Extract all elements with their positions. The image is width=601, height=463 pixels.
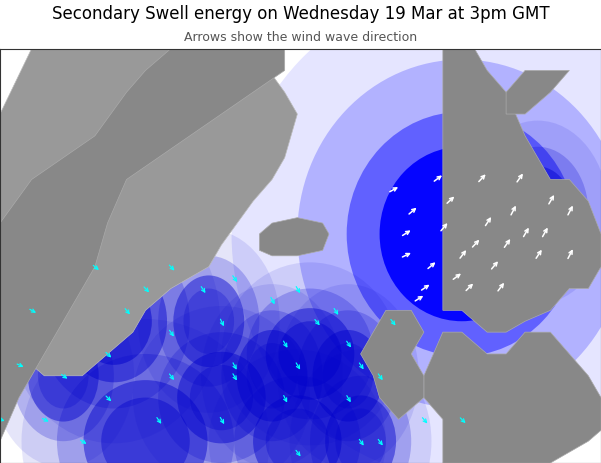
Ellipse shape [290, 350, 432, 463]
Ellipse shape [61, 260, 167, 382]
Ellipse shape [247, 343, 297, 408]
Ellipse shape [297, 60, 601, 408]
Ellipse shape [247, 288, 373, 419]
Ellipse shape [221, 310, 323, 441]
Ellipse shape [253, 395, 341, 463]
Ellipse shape [266, 308, 354, 400]
Ellipse shape [487, 147, 588, 278]
Ellipse shape [310, 376, 411, 463]
Text: Arrows show the wind wave direction: Arrows show the wind wave direction [184, 31, 417, 44]
Ellipse shape [335, 408, 386, 463]
Polygon shape [0, 49, 285, 463]
Ellipse shape [101, 398, 190, 463]
Ellipse shape [297, 310, 398, 441]
Ellipse shape [173, 275, 244, 367]
Ellipse shape [28, 330, 99, 421]
Ellipse shape [8, 199, 220, 444]
Ellipse shape [209, 350, 386, 463]
Polygon shape [361, 310, 424, 419]
Ellipse shape [22, 319, 269, 463]
Ellipse shape [467, 120, 601, 304]
Ellipse shape [177, 352, 266, 444]
Ellipse shape [84, 380, 207, 463]
Polygon shape [424, 332, 601, 463]
Ellipse shape [201, 284, 343, 463]
Ellipse shape [513, 180, 563, 245]
Ellipse shape [325, 395, 396, 463]
Polygon shape [260, 218, 329, 256]
Ellipse shape [313, 330, 383, 421]
Ellipse shape [266, 408, 329, 463]
Ellipse shape [76, 278, 152, 365]
Ellipse shape [380, 147, 544, 321]
Ellipse shape [277, 284, 419, 463]
Polygon shape [443, 49, 601, 332]
Ellipse shape [234, 376, 361, 463]
Ellipse shape [38, 343, 88, 408]
Ellipse shape [347, 112, 577, 356]
Ellipse shape [0, 284, 134, 463]
Ellipse shape [13, 310, 114, 441]
Ellipse shape [190, 365, 253, 430]
Ellipse shape [138, 230, 279, 413]
Ellipse shape [323, 343, 373, 408]
Polygon shape [0, 49, 297, 376]
Ellipse shape [57, 354, 234, 463]
Ellipse shape [502, 166, 573, 258]
Ellipse shape [158, 256, 260, 387]
Ellipse shape [278, 321, 341, 387]
Ellipse shape [183, 288, 234, 354]
Ellipse shape [231, 0, 601, 463]
Ellipse shape [237, 330, 308, 421]
Polygon shape [506, 70, 569, 114]
Ellipse shape [221, 263, 398, 445]
Ellipse shape [38, 234, 190, 408]
Ellipse shape [158, 332, 285, 463]
Ellipse shape [133, 306, 310, 463]
Text: Secondary Swell energy on Wednesday 19 Mar at 3pm GMT: Secondary Swell energy on Wednesday 19 M… [52, 5, 549, 23]
